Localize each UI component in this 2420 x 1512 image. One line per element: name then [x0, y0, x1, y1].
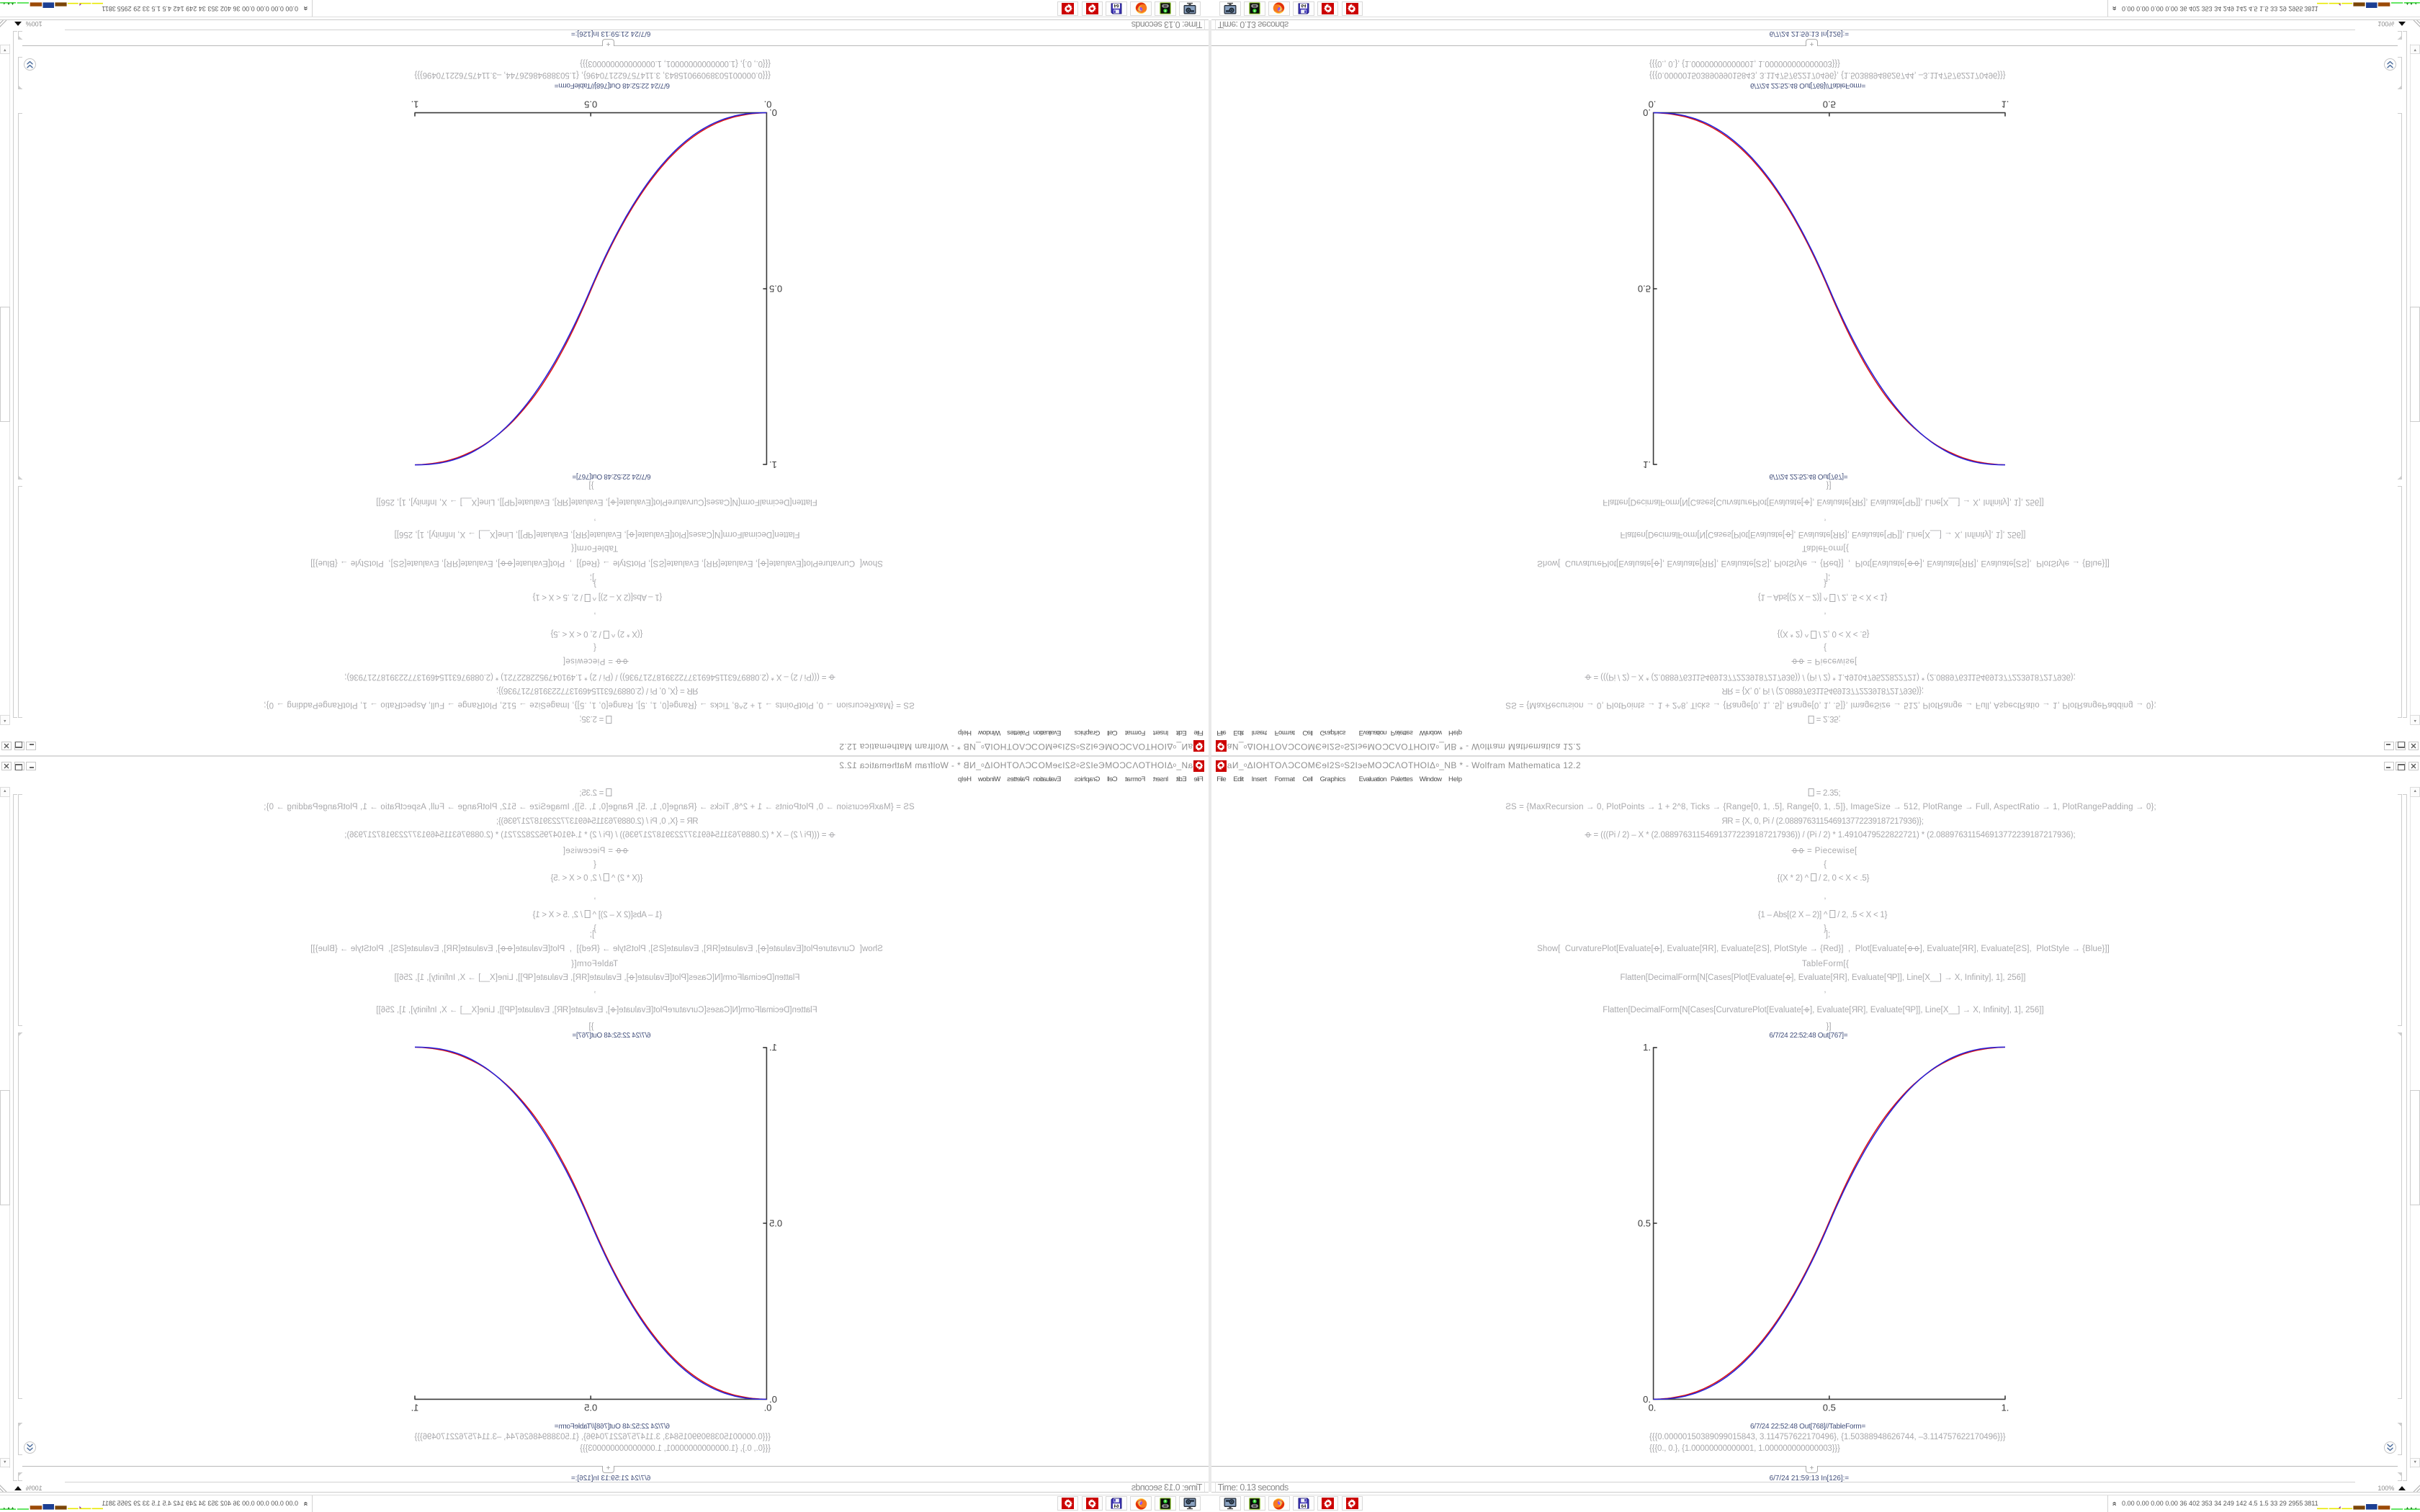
svg-text:0.5: 0.5: [1638, 1218, 1651, 1228]
svg-text:0.: 0.: [1649, 1402, 1657, 1413]
svg-text:1.: 1.: [1643, 459, 1651, 470]
svg-text:0.: 0.: [764, 99, 772, 110]
svg-text:0.: 0.: [769, 107, 777, 118]
svg-text:1.: 1.: [411, 1402, 419, 1413]
svg-text:1.: 1.: [2002, 99, 2009, 110]
svg-text:0.: 0.: [1649, 99, 1657, 110]
svg-text:0.5: 0.5: [1823, 1402, 1836, 1413]
svg-text:0.5: 0.5: [1638, 284, 1651, 294]
svg-text:0.: 0.: [769, 1394, 777, 1405]
svg-text:64: 64: [1113, 3, 1119, 8]
svg-text:0.: 0.: [1643, 107, 1651, 118]
svg-text:1.: 1.: [2002, 1402, 2009, 1413]
svg-text:0.5: 0.5: [1823, 99, 1836, 110]
svg-text:1.: 1.: [1643, 1042, 1651, 1053]
svg-text:0.5: 0.5: [769, 284, 782, 294]
svg-text:64: 64: [1301, 3, 1306, 8]
svg-text:0.5: 0.5: [584, 1402, 597, 1413]
svg-text:64: 64: [1301, 1504, 1306, 1509]
svg-text:1.: 1.: [769, 459, 777, 470]
svg-text:0.5: 0.5: [769, 1218, 782, 1228]
svg-text:64: 64: [1113, 1504, 1119, 1509]
svg-text:0.: 0.: [1643, 1394, 1651, 1405]
svg-text:0.5: 0.5: [584, 99, 597, 110]
svg-text:1.: 1.: [411, 99, 419, 110]
svg-text:0.: 0.: [764, 1402, 772, 1413]
svg-text:1.: 1.: [769, 1042, 777, 1053]
